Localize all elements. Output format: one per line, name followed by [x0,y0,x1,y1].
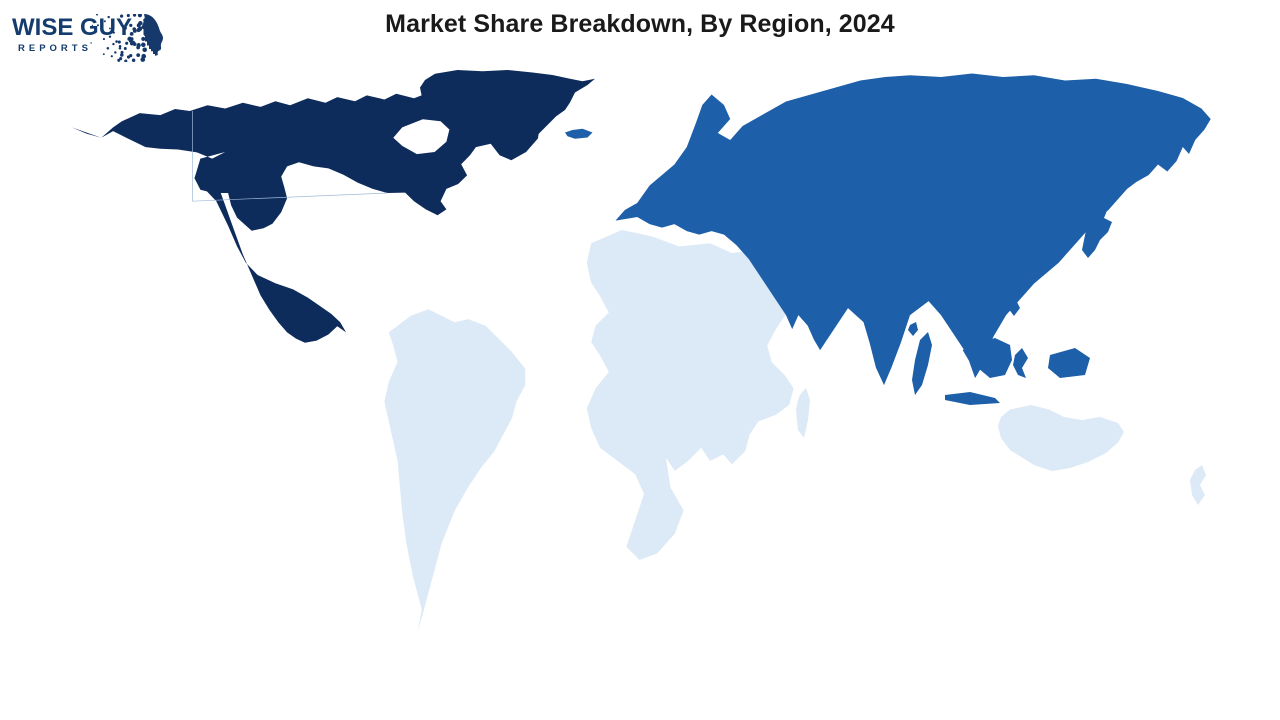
svg-text:REPORTS: REPORTS [18,43,92,54]
svg-text:WISE GUY: WISE GUY [12,14,132,41]
